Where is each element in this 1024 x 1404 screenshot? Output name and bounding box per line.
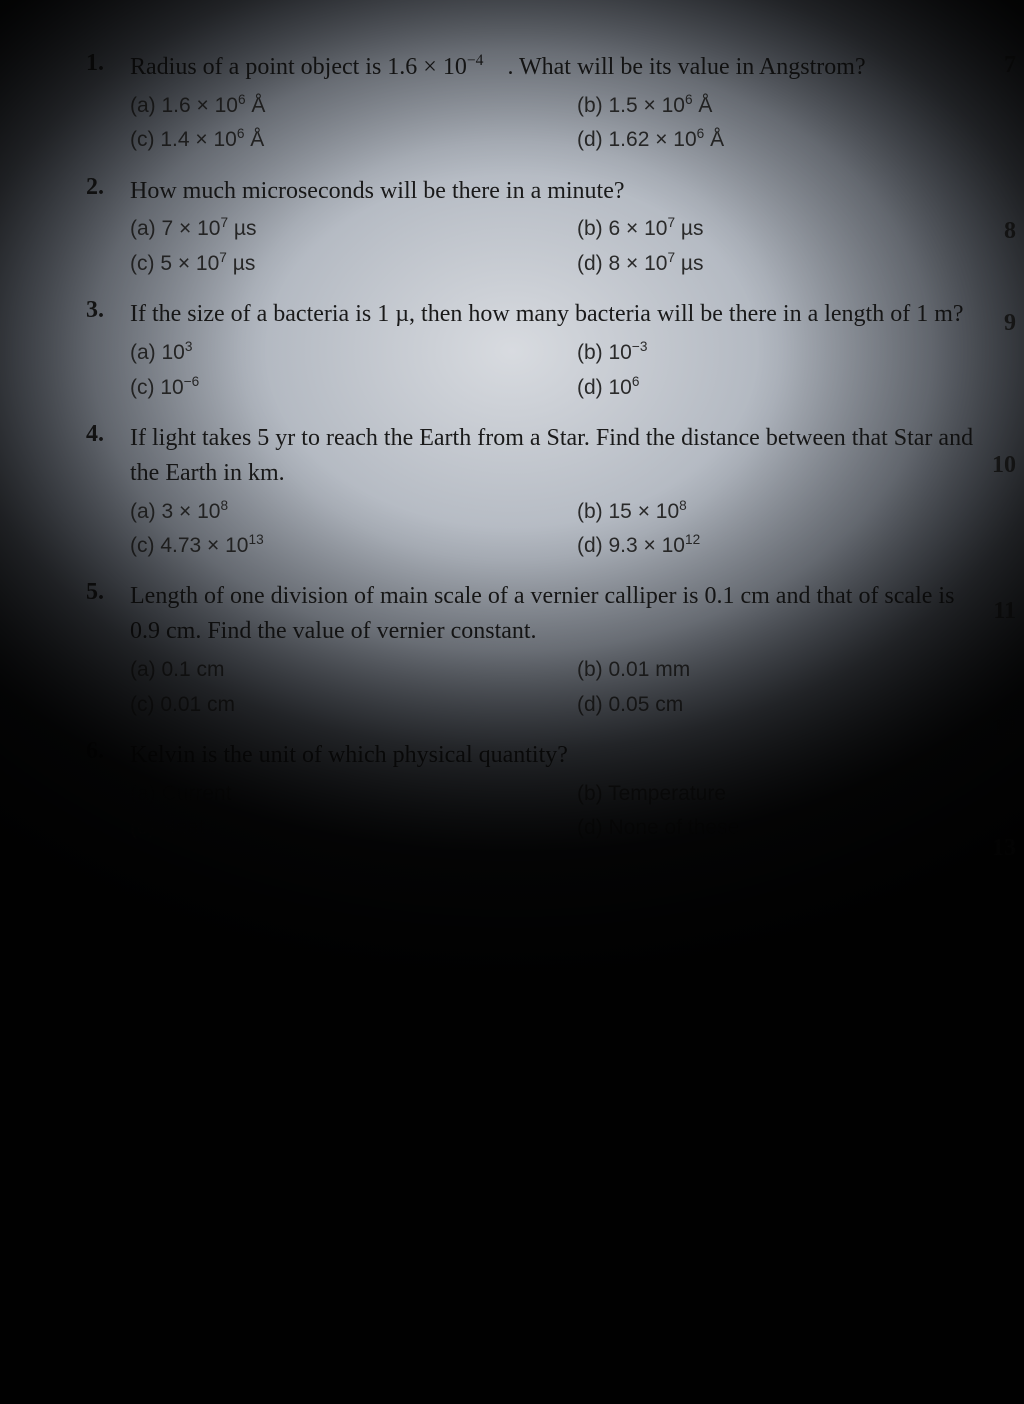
question-3: 3.If the size of a bacteria is 1 µ, then… [130,297,984,403]
option-a: (a) 103 [130,338,537,368]
questions-page: 1. Radius of a point object is 1.6 × 10−4… [60,30,994,862]
margin-number: 12 [992,715,1016,742]
option-b: (b) 10−3 [577,338,984,368]
question-number: 1. [86,50,104,77]
option-d: (d) 1.62 × 106 Å [577,125,984,155]
option-a: (a) Current [130,779,537,809]
option-d: (d) None of these [577,813,984,843]
option-c: (c) 10−6 [130,373,537,403]
question-text: Radius of a point object is 1.6 × 10−4 .… [130,50,984,85]
options-grid: (a) 7 × 107 µs (b) 6 × 107 µs (c) 5 × 107 … [130,214,984,279]
option-c: (c) 0.01 cm [130,690,537,720]
option-b: (b) 1.5 × 106 Å [577,91,984,121]
question-text: Length of one division of main scale of … [130,579,984,649]
option-b: (b) 6 × 107 µs [577,214,984,244]
question-number: 2. [86,174,104,201]
options-grid: (a) 103 (b) 10−3 (c) 10−6 (d) 106 [130,338,984,403]
option-c: (c) 4.73 × 1013 [130,531,537,561]
question-2: 2.How much microseconds will be there in… [130,174,984,280]
margin-number: 8 [1004,218,1016,245]
margin-number: 13 [992,835,1016,862]
option-d: (d) 106 [577,373,984,403]
question-1: 1.Radius of a point object is 1.6 × 10−4… [130,50,984,156]
option-a: (a) 0.1 cm [130,655,537,685]
question-5: 5.Length of one division of main scale o… [130,579,984,719]
option-b: (b) Temperature [577,779,984,809]
option-a: (a) 3 × 108 [130,497,537,527]
options-grid: (a) 1.6 × 106 Å (b) 1.5 × 106 Å (c) 1.4 × … [130,91,984,156]
question-6: 6.Kelvin is the unit of which physical q… [130,738,984,844]
margin-number: 10 [992,452,1016,479]
question-4: 4.If light takes 5 yr to reach the Earth… [130,421,984,561]
question-text: If light takes 5 yr to reach the Earth f… [130,421,984,491]
options-grid: (a) 3 × 108 (b) 15 × 108 (c) 4.73 × 1013 (d… [130,497,984,562]
option-a: (a) 7 × 107 µs [130,214,537,244]
option-c: (c) 5 × 107 µs [130,249,537,279]
option-d: (d) 8 × 107 µs [577,249,984,279]
option-b: (b) 0.01 mm [577,655,984,685]
margin-number: 9 [1004,310,1016,337]
margin-number: 11 [993,598,1016,625]
option-c: (c) Heat [130,813,537,843]
options-grid: (a) 0.1 cm (b) 0.01 mm (c) 0.01 cm (d) 0.05… [130,655,984,720]
question-number: 5. [86,579,104,606]
margin-number: 7 [1004,52,1016,79]
question-text: Kelvin is the unit of which physical qua… [130,738,984,773]
option-d: (d) 0.05 cm [577,690,984,720]
option-a: (a) 1.6 × 106 Å [130,91,537,121]
question-text: If the size of a bacteria is 1 µ, then h… [130,297,984,332]
option-d: (d) 9.3 × 1012 [577,531,984,561]
question-number: 6. [86,738,104,765]
question-number: 3. [86,297,104,324]
options-grid: (a) Current (b) Temperature (c) Heat (d) No… [130,779,984,844]
question-text: How much microseconds will be there in a… [130,174,984,209]
question-number: 4. [86,421,104,448]
option-b: (b) 15 × 108 [577,497,984,527]
option-c: (c) 1.4 × 106 Å [130,125,537,155]
